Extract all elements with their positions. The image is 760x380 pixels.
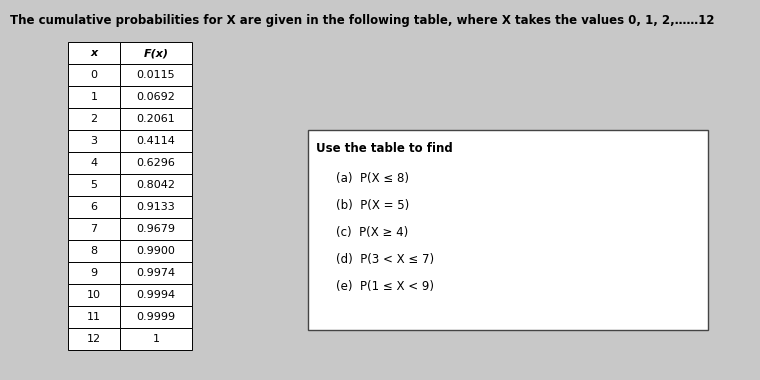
Text: (b)  P(X = 5): (b) P(X = 5) — [336, 199, 409, 212]
Bar — [120, 196, 192, 218]
Text: x: x — [90, 48, 97, 58]
Bar — [120, 306, 192, 328]
Text: F(x): F(x) — [144, 48, 169, 58]
Bar — [68, 108, 120, 130]
Bar — [120, 284, 192, 306]
Bar — [120, 328, 192, 350]
Text: 3: 3 — [90, 136, 97, 146]
Bar — [120, 86, 192, 108]
Text: 0.8042: 0.8042 — [137, 180, 176, 190]
Text: 1: 1 — [90, 92, 97, 102]
Bar — [120, 240, 192, 262]
Text: 8: 8 — [90, 246, 97, 256]
Bar — [68, 218, 120, 240]
Text: 1: 1 — [153, 334, 160, 344]
Text: (e)  P(1 ≤ X < 9): (e) P(1 ≤ X < 9) — [336, 280, 434, 293]
Bar — [68, 86, 120, 108]
Bar — [120, 64, 192, 86]
Text: 0.9679: 0.9679 — [137, 224, 176, 234]
Text: 6: 6 — [90, 202, 97, 212]
Text: 0.9994: 0.9994 — [137, 290, 176, 300]
Text: 0.9974: 0.9974 — [137, 268, 176, 278]
Bar — [68, 42, 120, 64]
Text: (a)  P(X ≤ 8): (a) P(X ≤ 8) — [336, 172, 409, 185]
Text: The cumulative probabilities for X are given in the following table, where X tak: The cumulative probabilities for X are g… — [10, 14, 714, 27]
Bar — [308, 130, 708, 330]
Text: 0: 0 — [90, 70, 97, 80]
Text: 0.0115: 0.0115 — [137, 70, 176, 80]
Text: 0.9900: 0.9900 — [137, 246, 176, 256]
Bar — [120, 218, 192, 240]
Bar — [68, 174, 120, 196]
Text: Use the table to find: Use the table to find — [316, 142, 453, 155]
Text: 0.6296: 0.6296 — [137, 158, 176, 168]
Bar — [120, 262, 192, 284]
Bar — [120, 108, 192, 130]
Text: 12: 12 — [87, 334, 101, 344]
Bar — [68, 240, 120, 262]
Text: 5: 5 — [90, 180, 97, 190]
Bar — [120, 130, 192, 152]
Text: 7: 7 — [90, 224, 97, 234]
Bar — [68, 196, 120, 218]
Bar — [68, 64, 120, 86]
Bar — [68, 130, 120, 152]
Text: 10: 10 — [87, 290, 101, 300]
Text: 0.2061: 0.2061 — [137, 114, 176, 124]
Bar — [68, 306, 120, 328]
Bar — [68, 328, 120, 350]
Text: (d)  P(3 < X ≤ 7): (d) P(3 < X ≤ 7) — [336, 253, 434, 266]
Bar — [120, 152, 192, 174]
Text: 0.9133: 0.9133 — [137, 202, 176, 212]
Text: (c)  P(X ≥ 4): (c) P(X ≥ 4) — [336, 226, 408, 239]
Bar — [120, 174, 192, 196]
Text: 9: 9 — [90, 268, 97, 278]
Text: 0.4114: 0.4114 — [137, 136, 176, 146]
Bar — [68, 262, 120, 284]
Text: 0.9999: 0.9999 — [137, 312, 176, 322]
Text: 4: 4 — [90, 158, 97, 168]
Bar — [120, 42, 192, 64]
Text: 2: 2 — [90, 114, 97, 124]
Bar — [68, 152, 120, 174]
Text: 0.0692: 0.0692 — [137, 92, 176, 102]
Text: 11: 11 — [87, 312, 101, 322]
Bar — [68, 284, 120, 306]
